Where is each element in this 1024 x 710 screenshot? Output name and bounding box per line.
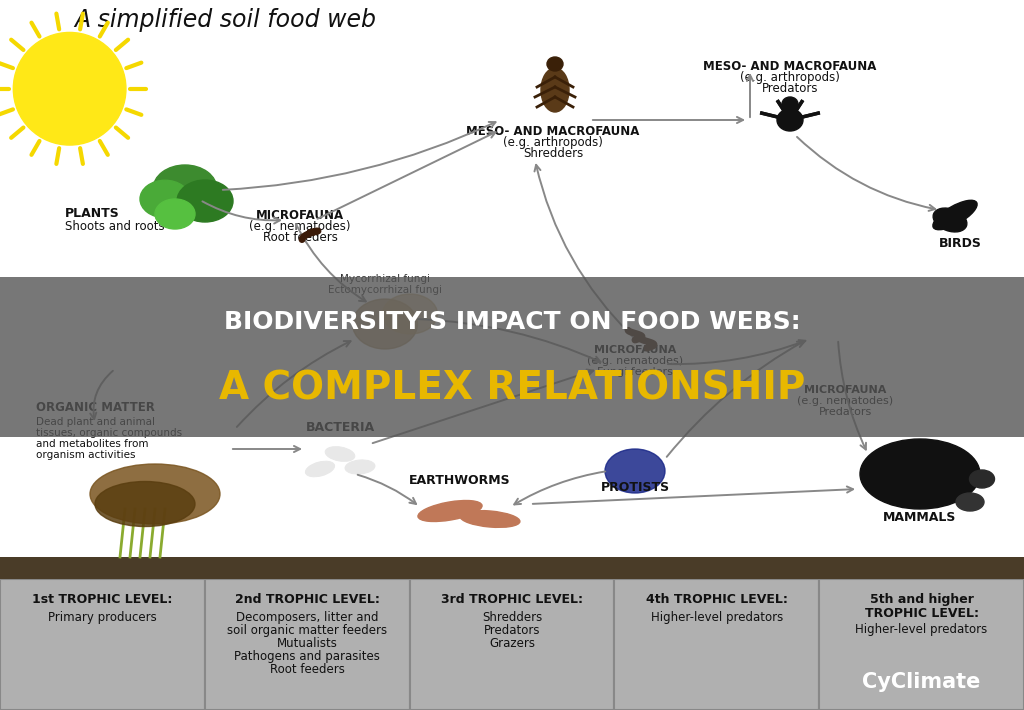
Text: Root feeders: Root feeders	[269, 663, 345, 676]
Text: Grazers: Grazers	[489, 637, 535, 650]
Text: Ectomycorrhizal fungi: Ectomycorrhizal fungi	[328, 285, 442, 295]
Text: CyClimate: CyClimate	[862, 672, 981, 692]
Text: MAMMALS: MAMMALS	[884, 511, 956, 524]
Text: MESO- AND MACROFAUNA: MESO- AND MACROFAUNA	[466, 125, 640, 138]
Text: (e.g. arthropods): (e.g. arthropods)	[740, 71, 840, 84]
Text: Decomposers, litter and: Decomposers, litter and	[236, 611, 379, 624]
Text: 2nd TROPHIC LEVEL:: 2nd TROPHIC LEVEL:	[234, 593, 380, 606]
Text: Primary producers: Primary producers	[48, 611, 157, 624]
Ellipse shape	[460, 510, 520, 528]
Ellipse shape	[177, 180, 233, 222]
Text: and metabolites from: and metabolites from	[36, 439, 148, 449]
Text: Predators: Predators	[762, 82, 818, 95]
Text: Higher-level predators: Higher-level predators	[650, 611, 783, 624]
Ellipse shape	[933, 208, 967, 232]
Text: (e.g. nematodes): (e.g. nematodes)	[587, 356, 683, 366]
Text: MESO- AND MACROFAUNA: MESO- AND MACROFAUNA	[703, 60, 877, 73]
Text: soil organic matter feeders: soil organic matter feeders	[227, 624, 387, 637]
Bar	[0, 579, 205, 710]
Text: A COMPLEX RELATIONSHIP: A COMPLEX RELATIONSHIP	[219, 370, 805, 408]
Text: A simplified soil food web: A simplified soil food web	[75, 8, 376, 32]
Ellipse shape	[140, 180, 190, 218]
Text: TROPHIC LEVEL:: TROPHIC LEVEL:	[864, 607, 979, 620]
Text: 3rd TROPHIC LEVEL:: 3rd TROPHIC LEVEL:	[441, 593, 583, 606]
Text: 4th TROPHIC LEVEL:: 4th TROPHIC LEVEL:	[646, 593, 787, 606]
Ellipse shape	[153, 165, 217, 213]
Ellipse shape	[777, 109, 803, 131]
Text: ORGANIC MATTER: ORGANIC MATTER	[36, 401, 155, 414]
Text: BIODIVERSITY'S IMPACT ON FOOD WEBS:: BIODIVERSITY'S IMPACT ON FOOD WEBS:	[223, 310, 801, 334]
Ellipse shape	[547, 57, 563, 71]
Ellipse shape	[352, 299, 418, 349]
Ellipse shape	[90, 464, 220, 524]
Text: Pathogens and parasites: Pathogens and parasites	[234, 650, 380, 663]
Text: EARTHWORMS: EARTHWORMS	[410, 474, 511, 487]
Text: (e.g. nematodes): (e.g. nematodes)	[797, 396, 893, 406]
Text: Higher-level predators: Higher-level predators	[855, 623, 988, 636]
Text: PLANTS: PLANTS	[65, 207, 120, 220]
Text: 5th and higher: 5th and higher	[869, 593, 974, 606]
Bar	[0, 557, 1024, 579]
Text: organism activities: organism activities	[36, 450, 135, 460]
Bar	[0, 277, 1024, 437]
Ellipse shape	[541, 68, 569, 112]
Text: Mycorrhizal fungi: Mycorrhizal fungi	[340, 274, 430, 284]
Text: (e.g. arthropods): (e.g. arthropods)	[503, 136, 603, 149]
Text: MICROFAUNA: MICROFAUNA	[256, 209, 344, 222]
Ellipse shape	[956, 493, 984, 511]
Text: (e.g. nematodes): (e.g. nematodes)	[249, 220, 351, 233]
Text: BACTERIA: BACTERIA	[305, 421, 375, 434]
Circle shape	[13, 33, 126, 145]
Text: Root feeders: Root feeders	[262, 231, 338, 244]
Ellipse shape	[782, 97, 798, 111]
Ellipse shape	[383, 294, 437, 334]
Ellipse shape	[305, 462, 335, 477]
Text: Dead plant and animal: Dead plant and animal	[36, 417, 155, 427]
Text: PROTISTS: PROTISTS	[600, 481, 670, 494]
Text: Shredders: Shredders	[482, 611, 542, 624]
Bar	[410, 579, 614, 710]
Bar	[819, 579, 1024, 710]
Text: Shoots and roots: Shoots and roots	[65, 220, 165, 233]
Text: Fungi feeders: Fungi feeders	[597, 367, 673, 377]
Text: 1st TROPHIC LEVEL:: 1st TROPHIC LEVEL:	[32, 593, 173, 606]
Ellipse shape	[933, 200, 977, 230]
Bar	[614, 579, 819, 710]
Text: tissues, organic compounds: tissues, organic compounds	[36, 428, 182, 438]
Text: Mutualists: Mutualists	[276, 637, 338, 650]
Text: Predators: Predators	[818, 407, 871, 417]
Text: MICROFAUNA: MICROFAUNA	[804, 385, 886, 395]
Ellipse shape	[95, 481, 195, 527]
Text: MICROFAUNA: MICROFAUNA	[594, 345, 676, 355]
Ellipse shape	[970, 470, 994, 488]
Ellipse shape	[345, 460, 375, 474]
Bar	[205, 579, 410, 710]
Ellipse shape	[326, 447, 355, 462]
Ellipse shape	[605, 449, 665, 493]
Text: BIRDS: BIRDS	[939, 237, 981, 250]
Text: Predators: Predators	[483, 624, 541, 637]
Text: Shredders: Shredders	[523, 147, 583, 160]
Ellipse shape	[860, 439, 980, 509]
Ellipse shape	[155, 199, 195, 229]
Ellipse shape	[418, 501, 482, 522]
